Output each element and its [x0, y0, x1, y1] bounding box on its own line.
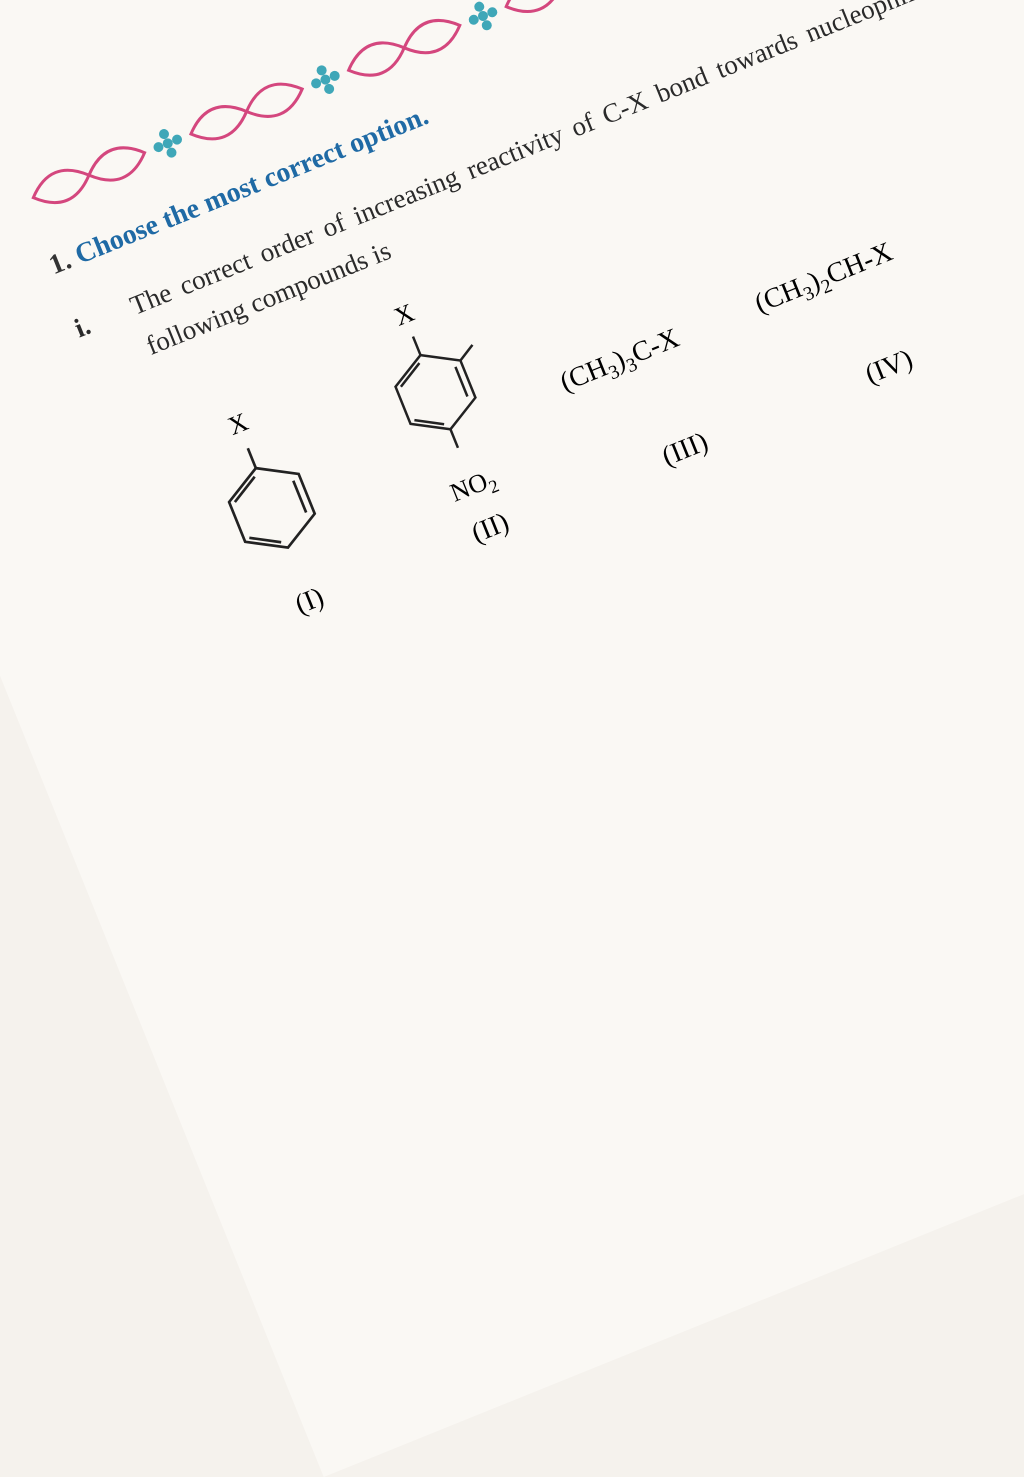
- section-number: 1.: [45, 245, 76, 282]
- page: ie ss d Exercises: [0, 0, 1024, 1477]
- right-marker: iv.: [1014, 0, 1024, 8]
- question-marker: i.: [68, 299, 128, 390]
